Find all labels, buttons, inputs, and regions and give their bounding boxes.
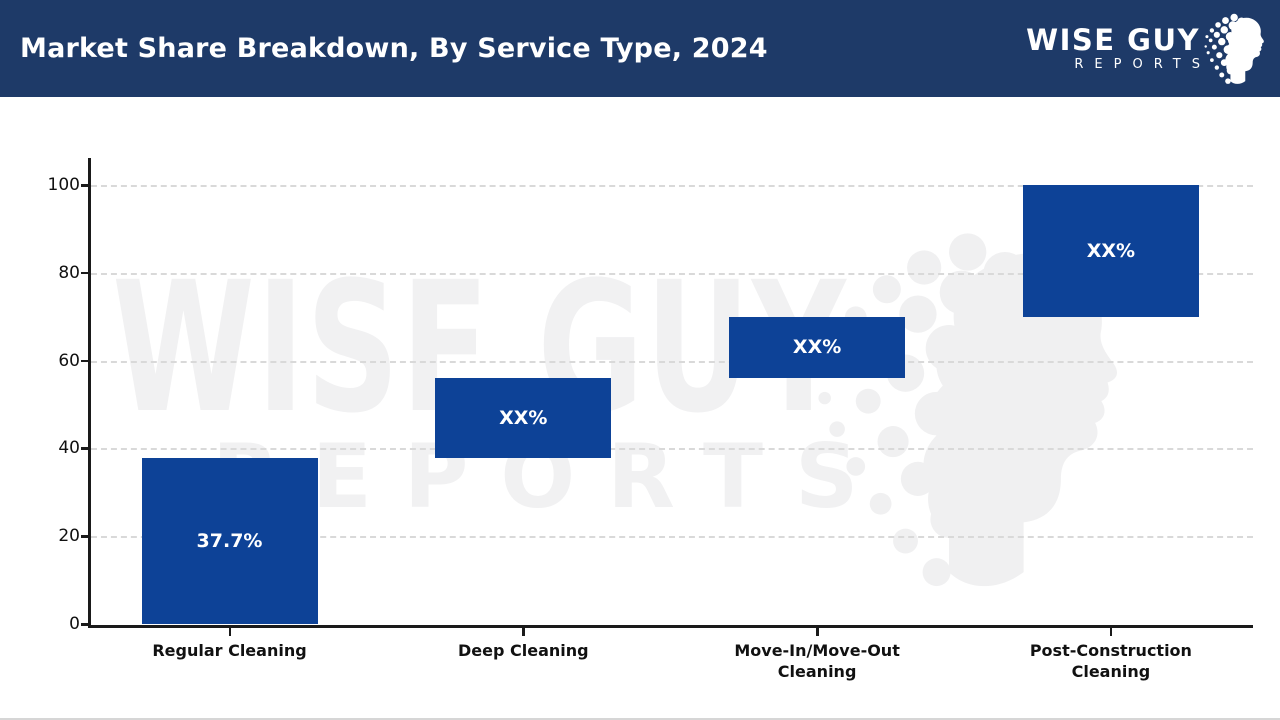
- y-tick-mark: [81, 271, 89, 275]
- x-tick-mark: [228, 625, 231, 636]
- bar-value-label: XX%: [499, 407, 548, 430]
- y-tick-mark: [81, 623, 89, 626]
- x-category-label: Deep Cleaning: [457, 641, 589, 660]
- y-tick-label: 100: [47, 175, 80, 195]
- bar-value-label: XX%: [792, 336, 842, 359]
- y-tick-mark: [81, 359, 89, 363]
- bar-segment-1: XX%: [435, 378, 612, 459]
- y-tick-label: 0: [69, 614, 80, 634]
- bar-segment-3: XX%: [1022, 185, 1199, 317]
- y-tick-mark: [81, 184, 89, 187]
- bar-value-label: 37.7%: [196, 530, 263, 553]
- y-tick-label: 60: [58, 350, 80, 371]
- y-tick-label: 20: [58, 526, 80, 547]
- gridline-60: [91, 360, 1253, 363]
- y-tick-mark: [81, 535, 89, 538]
- x-axis: Regular Cleaning Deep Cleaning Move-In/Mov…: [91, 640, 1253, 700]
- page-title: Market Share Breakdown, By Service Type,…: [20, 33, 768, 64]
- gridline-20: [91, 536, 1253, 539]
- gridline-100: [91, 185, 1253, 187]
- x-tick-mark: [816, 625, 819, 636]
- bar-value-label: XX%: [1086, 239, 1136, 262]
- bar-segment-0: 37.7%: [141, 458, 318, 624]
- y-tick-mark: [81, 447, 89, 450]
- gridline-40: [91, 448, 1253, 451]
- y-tick-label: 80: [58, 262, 80, 283]
- x-tick-mark: [1109, 625, 1113, 636]
- plot-area: 37.7% XX% XX% XX%: [81, 158, 1253, 636]
- gridline-80: [91, 272, 1253, 275]
- y-tick-label: 40: [58, 438, 80, 459]
- logo-wordmark: WISE GUY: [1026, 22, 1200, 57]
- wiseguy-head-icon: [1204, 13, 1264, 84]
- wiseguy-logo: WISE GUY REPORTS: [1026, 11, 1270, 87]
- x-tick-mark: [522, 625, 525, 636]
- bar-segment-2: XX%: [729, 316, 906, 379]
- bottom-divider: [0, 718, 1280, 720]
- logo-subtitle: REPORTS: [1074, 56, 1211, 72]
- header-bar: Market Share Breakdown, By Service Type,…: [0, 0, 1280, 97]
- logo-text: WISE GUY REPORTS: [1026, 24, 1200, 74]
- x-category-label: Post-Construction Cleaning: [1029, 641, 1192, 681]
- y-axis: 0 20 40 60 80 100: [0, 0, 80, 720]
- x-category-label: Regular Cleaning: [152, 641, 307, 660]
- x-category-label: Move-In/Move-Out Cleaning: [734, 641, 900, 681]
